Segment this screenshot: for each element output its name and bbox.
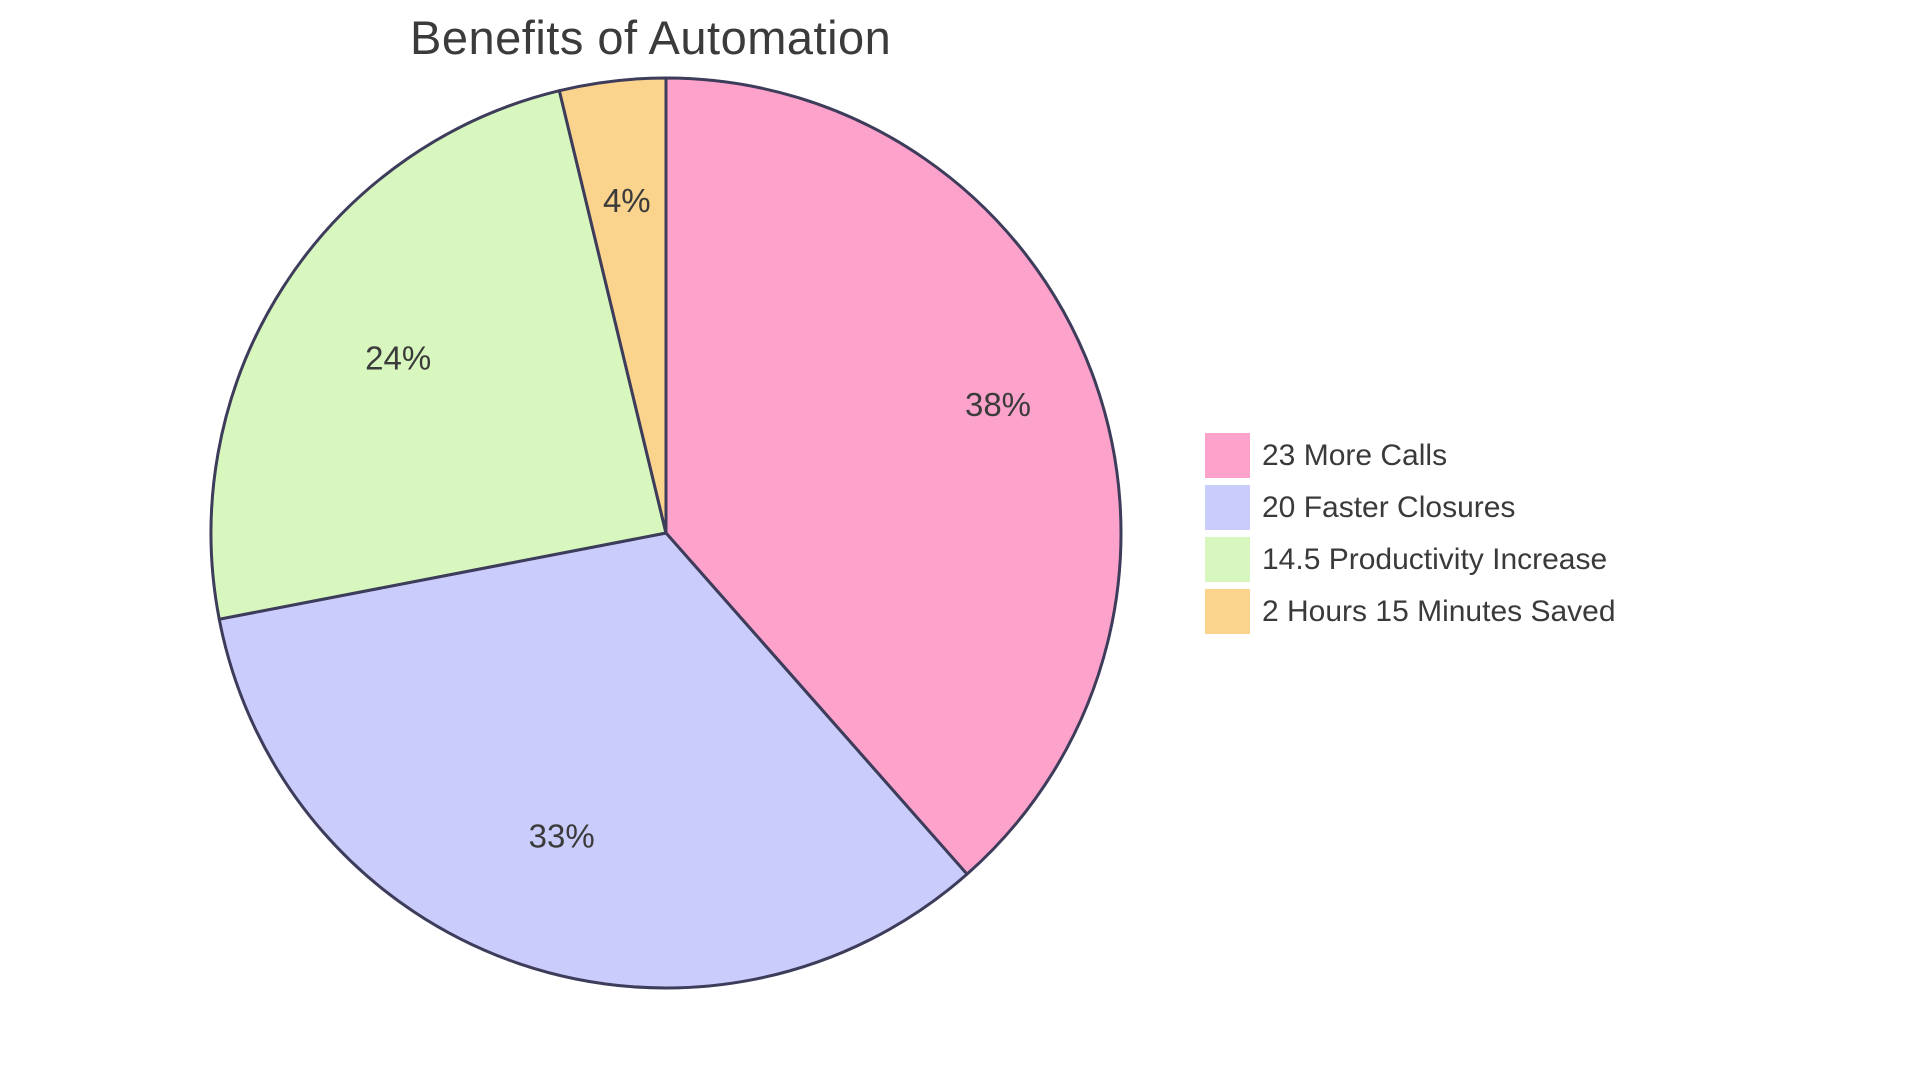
legend-label: 20 Faster Closures — [1262, 491, 1516, 524]
chart-title: Benefits of Automation — [410, 11, 892, 64]
pie-slice-percent-label: 24% — [365, 339, 431, 376]
legend-item[interactable]: 23 More Calls — [1205, 433, 1616, 478]
pie-slice-percent-label: 4% — [603, 182, 651, 219]
legend-label: 14.5 Productivity Increase — [1262, 543, 1608, 576]
legend-swatch — [1205, 433, 1250, 478]
legend-swatch — [1205, 589, 1250, 634]
legend-swatch — [1205, 485, 1250, 530]
legend-item[interactable]: 20 Faster Closures — [1205, 485, 1616, 530]
pie-slice-labels-group: 38% 33% 24% 4% — [365, 182, 1031, 855]
legend-label: 23 More Calls — [1262, 439, 1448, 472]
pie-slice[interactable] — [217, 531, 969, 990]
legend-label: 2 Hours 15 Minutes Saved — [1262, 595, 1616, 628]
legend-swatch — [1205, 537, 1250, 582]
pie-slice[interactable] — [209, 89, 668, 621]
legend-item[interactable]: 2 Hours 15 Minutes Saved — [1205, 589, 1616, 634]
pie-slice-percent-label: 38% — [965, 386, 1031, 423]
legend-item[interactable]: 14.5 Productivity Increase — [1205, 537, 1616, 582]
pie-slice-percent-label: 33% — [529, 818, 595, 855]
pie-slices-group — [209, 76, 1123, 990]
pie-slice[interactable] — [664, 76, 1123, 876]
legend: 23 More Calls 20 Faster Closures 14.5 Prod… — [1205, 433, 1616, 634]
pie-slice[interactable] — [557, 76, 668, 535]
